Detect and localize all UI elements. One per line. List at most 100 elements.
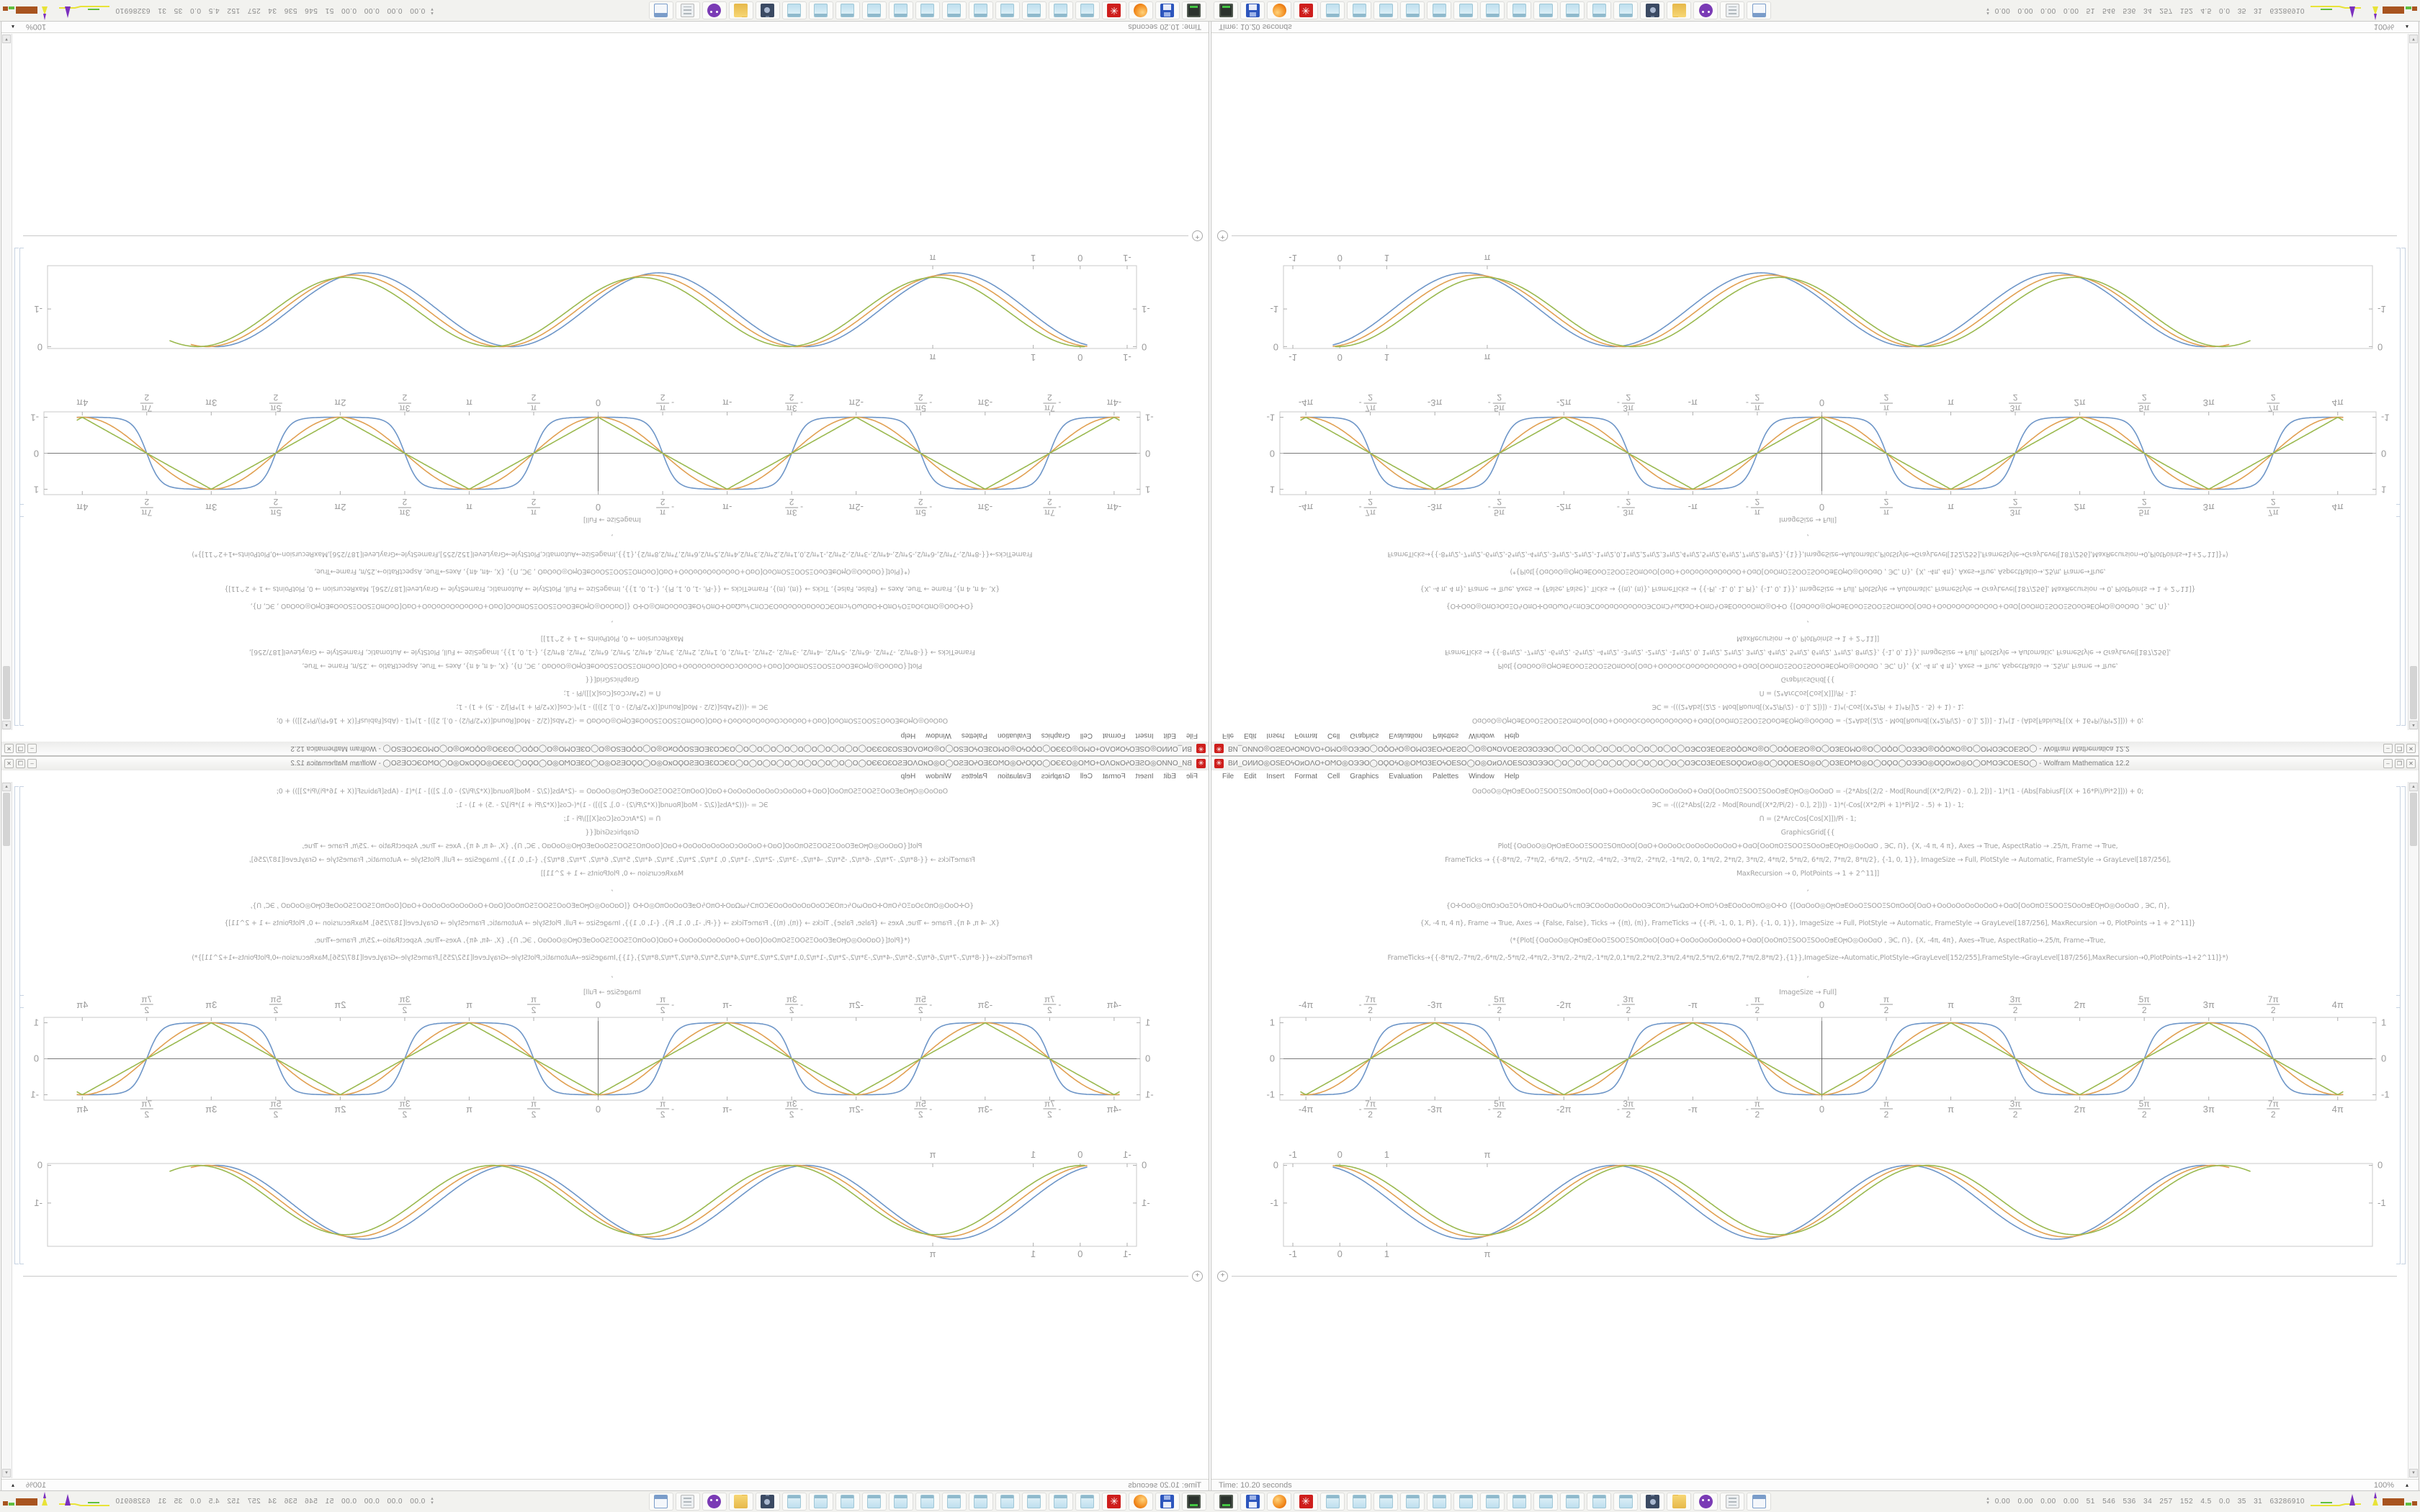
taskbar-button[interactable] bbox=[1267, 1, 1291, 19]
taskbar-button[interactable] bbox=[729, 1493, 753, 1511]
notebook-content[interactable]: ΟɑΟοΟ◎ΟϻΟϧΕΟοΟΞЅΟΟΞЅΟπΟοΟ[ΟɑΟ+ΟοΟοΟϲΟοΟο… bbox=[1211, 782, 2419, 1478]
cell-bracket-group[interactable] bbox=[2401, 248, 2406, 726]
taskbar-button[interactable] bbox=[1720, 1, 1744, 19]
cell-insertion-bar[interactable]: + bbox=[1211, 1270, 2401, 1282]
menu-edit[interactable]: Edit bbox=[1244, 732, 1257, 740]
maximize-button[interactable]: ❐ bbox=[16, 744, 25, 753]
taskbar-button[interactable] bbox=[676, 1, 700, 19]
menu-window[interactable]: Window bbox=[926, 732, 951, 740]
magnification-caret-icon[interactable]: ▴ bbox=[12, 24, 15, 30]
scrollbar-thumb[interactable] bbox=[3, 793, 10, 846]
taskbar-button[interactable] bbox=[835, 1493, 860, 1511]
taskbar-button[interactable] bbox=[889, 1493, 913, 1511]
menu-insert[interactable]: Insert bbox=[1135, 772, 1154, 780]
scroll-arrows-icon[interactable]: ▴ ▾ bbox=[1986, 1496, 1989, 1506]
menu-help[interactable]: Help bbox=[1504, 732, 1520, 740]
taskbar-button[interactable] bbox=[995, 1, 1020, 19]
taskbar-button[interactable] bbox=[1075, 1, 1100, 19]
taskbar-button[interactable] bbox=[1075, 1493, 1100, 1511]
taskbar-button[interactable] bbox=[1427, 1, 1451, 19]
cell-insertion-bar[interactable]: + bbox=[19, 230, 1209, 242]
minimize-button[interactable]: ‒ bbox=[27, 744, 37, 753]
taskbar-button[interactable] bbox=[1320, 1, 1345, 19]
taskbar-button[interactable] bbox=[969, 1493, 993, 1511]
cell-bracket-output[interactable] bbox=[19, 248, 24, 517]
taskbar-button[interactable] bbox=[756, 1493, 780, 1511]
scroll-arrows-icon[interactable]: ▴ ▾ bbox=[1986, 6, 1989, 16]
taskbar-button[interactable] bbox=[1693, 1493, 1718, 1511]
scrollbar-thumb[interactable] bbox=[2410, 666, 2417, 719]
scroll-arrows-icon[interactable]: ▴ ▾ bbox=[431, 1496, 434, 1506]
menu-help[interactable]: Help bbox=[1504, 772, 1520, 780]
taskbar-button[interactable] bbox=[1507, 1, 1531, 19]
close-button[interactable]: ✕ bbox=[2406, 759, 2416, 768]
menu-insert[interactable]: Insert bbox=[1135, 732, 1154, 740]
close-button[interactable]: ✕ bbox=[4, 744, 14, 753]
taskbar-button[interactable] bbox=[1129, 1, 1153, 19]
maximize-button[interactable]: ❐ bbox=[2395, 744, 2404, 753]
taskbar-button[interactable] bbox=[995, 1493, 1020, 1511]
menu-format[interactable]: Format bbox=[1294, 732, 1318, 740]
cell-bracket-group[interactable] bbox=[14, 248, 19, 726]
vertical-scrollbar[interactable]: ▲ ▼ bbox=[2408, 782, 2419, 1478]
menu-graphics[interactable]: Graphics bbox=[1350, 732, 1379, 740]
menu-window[interactable]: Window bbox=[1469, 732, 1494, 740]
scrollbar-down-arrow-icon[interactable]: ▼ bbox=[2409, 35, 2418, 43]
menu-file[interactable]: File bbox=[1222, 732, 1234, 740]
taskbar-button[interactable] bbox=[1267, 1493, 1291, 1511]
taskbar-button[interactable]: ✳ bbox=[1294, 1, 1318, 19]
scrollbar-thumb[interactable] bbox=[3, 666, 10, 719]
taskbar-button[interactable] bbox=[1693, 1, 1718, 19]
menu-cell[interactable]: Cell bbox=[1327, 772, 1340, 780]
taskbar-button[interactable] bbox=[649, 1, 673, 19]
taskbar-button[interactable] bbox=[1400, 1, 1425, 19]
menu-palettes[interactable]: Palettes bbox=[1433, 732, 1459, 740]
menu-palettes[interactable]: Palettes bbox=[961, 732, 987, 740]
taskbar-button[interactable] bbox=[1214, 1, 1238, 19]
taskbar-button[interactable] bbox=[1022, 1493, 1047, 1511]
taskbar-button[interactable] bbox=[1720, 1493, 1744, 1511]
magnification-value[interactable]: 100% bbox=[2373, 1481, 2394, 1490]
magnification-value[interactable]: 100% bbox=[26, 1481, 47, 1490]
magnification-caret-icon[interactable]: ▴ bbox=[2405, 24, 2408, 30]
taskbar-button[interactable] bbox=[1533, 1493, 1558, 1511]
magnification-value[interactable]: 100% bbox=[26, 22, 47, 31]
taskbar-button[interactable] bbox=[915, 1493, 940, 1511]
taskbar-button[interactable] bbox=[1560, 1493, 1585, 1511]
menu-file[interactable]: File bbox=[1222, 772, 1234, 780]
taskbar-button[interactable] bbox=[782, 1493, 807, 1511]
window-titlebar[interactable]: ✳ ВИ_ОИИО◎ОЅΕОϟОϰОΛО+ОϺО◎ОЭЭО◯ОϘОϟО◎ОϺОЗ… bbox=[1, 757, 1209, 771]
insert-cell-plus-icon[interactable]: + bbox=[1217, 230, 1228, 241]
cell-bracket-input[interactable] bbox=[19, 786, 24, 1008]
menu-window[interactable]: Window bbox=[1469, 772, 1494, 780]
menu-palettes[interactable]: Palettes bbox=[961, 772, 987, 780]
cell-bracket-input[interactable] bbox=[2396, 504, 2401, 726]
taskbar-button[interactable] bbox=[1427, 1493, 1451, 1511]
cell-bracket-output[interactable] bbox=[19, 995, 24, 1264]
menu-graphics[interactable]: Graphics bbox=[1350, 772, 1379, 780]
taskbar-button[interactable] bbox=[702, 1493, 727, 1511]
scroll-arrows-icon[interactable]: ▴ ▾ bbox=[431, 6, 434, 16]
taskbar-button[interactable] bbox=[1613, 1, 1638, 19]
taskbar-button[interactable] bbox=[756, 1, 780, 19]
cell-bracket-group[interactable] bbox=[14, 786, 19, 1264]
notebook-content[interactable]: ΟɑΟοΟ◎ΟϻΟϧΕΟοΟΞЅΟΟΞЅΟπΟοΟ[ΟɑΟ+ΟοΟοΟϲΟοΟο… bbox=[1, 782, 1209, 1478]
taskbar-button[interactable]: ✳ bbox=[1102, 1493, 1126, 1511]
taskbar-button[interactable] bbox=[1587, 1, 1611, 19]
menu-cell[interactable]: Cell bbox=[1080, 732, 1093, 740]
menu-file[interactable]: File bbox=[1186, 772, 1198, 780]
minimize-button[interactable]: ‒ bbox=[2383, 759, 2393, 768]
vertical-scrollbar[interactable]: ▲ ▼ bbox=[1, 34, 12, 730]
vertical-scrollbar[interactable]: ▲ ▼ bbox=[1, 782, 12, 1478]
menu-cell[interactable]: Cell bbox=[1327, 732, 1340, 740]
magnification-caret-icon[interactable]: ▴ bbox=[2405, 1482, 2408, 1488]
menu-evaluation[interactable]: Evaluation bbox=[998, 732, 1031, 740]
maximize-button[interactable]: ❐ bbox=[16, 759, 25, 768]
menu-window[interactable]: Window bbox=[926, 772, 951, 780]
cell-bracket-output[interactable] bbox=[2396, 248, 2401, 517]
taskbar-button[interactable] bbox=[809, 1, 833, 19]
taskbar-button[interactable] bbox=[889, 1, 913, 19]
taskbar-button[interactable] bbox=[1347, 1493, 1371, 1511]
window-titlebar[interactable]: ✳ ВИ_ОИИО◎ОЅΕОϟОϰОΛО+ОϺО◎ОЭЭО◯ОϘОϟО◎ОϺОЗ… bbox=[1211, 741, 2419, 755]
taskbar-button[interactable] bbox=[1400, 1493, 1425, 1511]
